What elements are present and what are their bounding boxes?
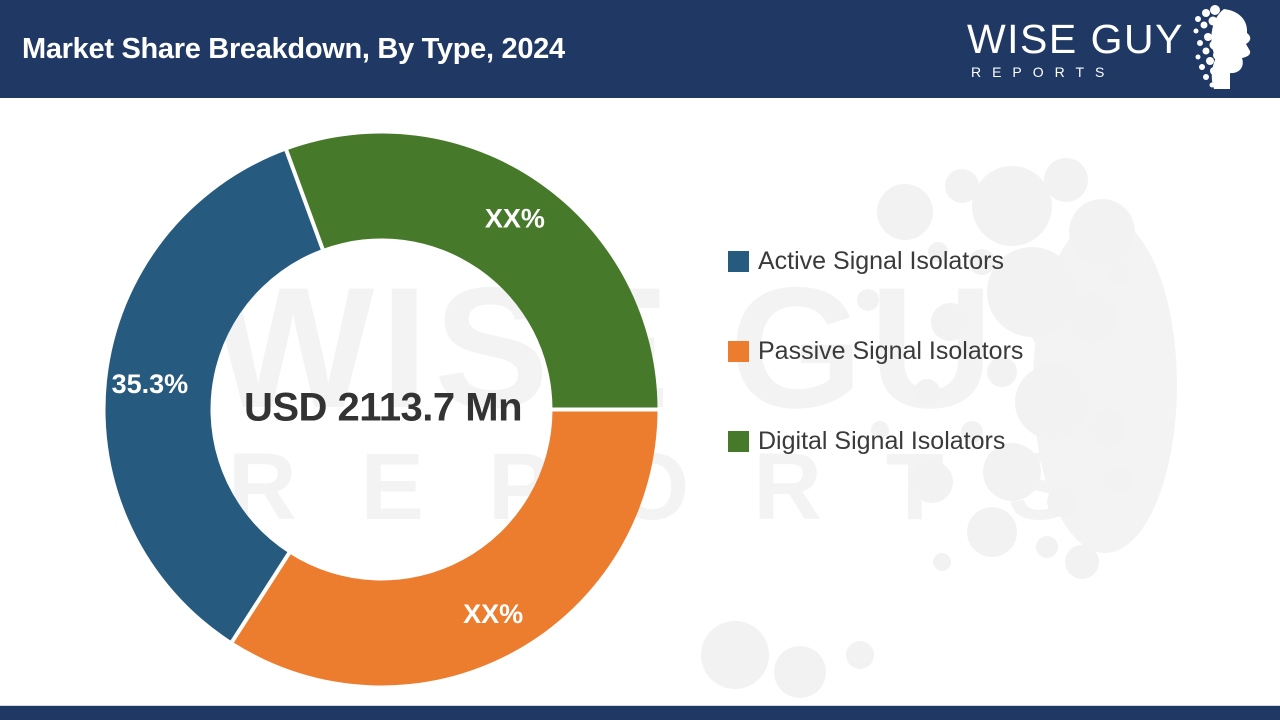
legend-swatch-active	[728, 250, 749, 272]
legend-label-digital: Digital Signal Isolators	[758, 426, 1006, 455]
legend-item-passive: Passive Signal Isolators	[728, 336, 1023, 366]
legend-label-passive: Passive Signal Isolators	[758, 336, 1024, 365]
slice-digital-signal-isolators	[286, 133, 658, 410]
watermark-wiseguy-text: WISE GUY	[212, 252, 1121, 444]
wiseguy-logo: WISE GUY REPORTS	[967, 5, 1254, 93]
header-bar: Market Share Breakdown, By Type, 2024 WI…	[0, 0, 1280, 98]
legend-label-active: Active Signal Isolators	[758, 246, 1004, 275]
slice-active-signal-isolators	[105, 150, 323, 642]
slice-label-passive-signal-isolators: XX%	[463, 599, 523, 629]
footer-bar	[0, 706, 1280, 720]
logo-face-icon	[1193, 5, 1251, 89]
slice-gap	[229, 550, 292, 645]
legend-item-digital: Digital Signal Isolators	[728, 426, 1023, 456]
legend-item-active: Active Signal Isolators	[728, 246, 1023, 276]
slice-passive-signal-isolators	[232, 409, 658, 686]
logo-reports-label: REPORTS	[970, 64, 1116, 80]
slice-gap	[283, 147, 326, 252]
legend-swatch-digital	[728, 430, 749, 452]
footer-divider	[0, 705, 1280, 706]
slice-label-active-signal-isolators: 35.3%	[112, 369, 189, 399]
legend-swatch-passive	[728, 340, 749, 362]
wiseguy-logo-text: WISE GUY REPORTS	[966, 16, 1184, 80]
chart-center-value: USD 2113.7 Mn	[243, 385, 523, 430]
page-title: Market Share Breakdown, By Type, 2024	[22, 32, 565, 65]
slice-label-digital-signal-isolators: XX%	[485, 203, 545, 233]
chart-legend: Active Signal Isolators Passive Signal I…	[728, 246, 1023, 516]
logo-wiseguy-label: WISE GUY	[966, 16, 1184, 62]
